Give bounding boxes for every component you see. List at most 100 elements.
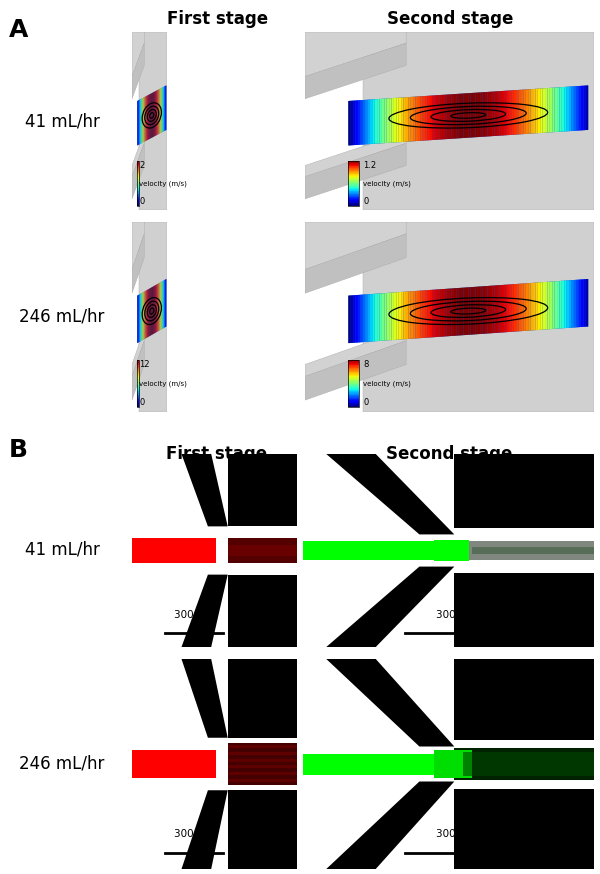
Polygon shape xyxy=(526,283,528,331)
Bar xyxy=(454,542,594,559)
Polygon shape xyxy=(397,98,399,142)
Polygon shape xyxy=(442,94,444,139)
Polygon shape xyxy=(361,295,363,343)
Polygon shape xyxy=(385,293,387,341)
Polygon shape xyxy=(182,454,228,526)
Polygon shape xyxy=(349,101,351,145)
Text: 0: 0 xyxy=(363,197,368,205)
Polygon shape xyxy=(494,91,497,136)
Text: 41 mL/hr: 41 mL/hr xyxy=(25,113,100,130)
Bar xyxy=(228,545,297,556)
Polygon shape xyxy=(463,288,466,335)
Polygon shape xyxy=(397,292,399,340)
Polygon shape xyxy=(492,286,494,333)
Polygon shape xyxy=(487,286,490,334)
Polygon shape xyxy=(542,88,545,133)
Polygon shape xyxy=(373,100,375,144)
Polygon shape xyxy=(182,574,228,647)
Polygon shape xyxy=(487,92,490,136)
Polygon shape xyxy=(578,280,581,327)
Polygon shape xyxy=(578,86,581,130)
Text: First stage: First stage xyxy=(167,10,268,28)
Bar xyxy=(228,779,297,781)
Polygon shape xyxy=(365,100,368,144)
Polygon shape xyxy=(394,292,397,340)
Bar xyxy=(228,753,297,755)
Polygon shape xyxy=(576,86,578,131)
Polygon shape xyxy=(385,99,387,143)
Text: 41 mL/hr: 41 mL/hr xyxy=(25,541,100,559)
Polygon shape xyxy=(387,293,389,341)
Polygon shape xyxy=(559,87,562,132)
Polygon shape xyxy=(509,90,511,135)
Bar xyxy=(132,750,216,778)
Polygon shape xyxy=(571,280,574,328)
Polygon shape xyxy=(550,87,552,132)
Polygon shape xyxy=(516,284,518,331)
Bar xyxy=(228,772,297,775)
Polygon shape xyxy=(473,93,475,137)
Polygon shape xyxy=(358,295,361,343)
Polygon shape xyxy=(377,99,380,143)
Polygon shape xyxy=(423,96,425,141)
Polygon shape xyxy=(542,282,545,329)
Bar xyxy=(434,750,472,778)
Text: 8: 8 xyxy=(363,360,368,369)
Polygon shape xyxy=(562,87,564,132)
Polygon shape xyxy=(535,88,538,134)
Polygon shape xyxy=(363,222,594,412)
Polygon shape xyxy=(557,87,559,132)
Bar xyxy=(132,538,216,564)
Polygon shape xyxy=(392,98,394,142)
Polygon shape xyxy=(533,282,535,330)
Polygon shape xyxy=(444,288,446,336)
Polygon shape xyxy=(446,288,449,336)
Polygon shape xyxy=(502,285,504,332)
Polygon shape xyxy=(470,287,473,335)
Text: 0: 0 xyxy=(139,197,144,205)
Polygon shape xyxy=(358,101,361,145)
Polygon shape xyxy=(423,290,425,338)
Polygon shape xyxy=(425,290,428,338)
Polygon shape xyxy=(373,294,375,342)
Bar xyxy=(454,573,594,647)
Polygon shape xyxy=(454,288,456,336)
Polygon shape xyxy=(132,132,144,177)
Polygon shape xyxy=(305,234,406,294)
Polygon shape xyxy=(137,279,166,343)
Polygon shape xyxy=(406,291,409,339)
Polygon shape xyxy=(411,291,413,339)
Text: velocity (m/s): velocity (m/s) xyxy=(139,380,187,387)
Polygon shape xyxy=(303,454,454,534)
Polygon shape xyxy=(363,295,365,342)
Polygon shape xyxy=(375,294,377,341)
Polygon shape xyxy=(421,96,423,141)
Bar xyxy=(228,743,297,785)
Text: 300 μm: 300 μm xyxy=(436,829,476,839)
Polygon shape xyxy=(566,87,569,131)
Polygon shape xyxy=(375,99,377,143)
Polygon shape xyxy=(303,566,454,647)
Polygon shape xyxy=(530,283,533,330)
Polygon shape xyxy=(523,89,526,134)
Bar xyxy=(228,759,297,761)
Polygon shape xyxy=(564,281,566,328)
Polygon shape xyxy=(437,95,440,140)
Polygon shape xyxy=(497,285,499,333)
Polygon shape xyxy=(461,94,463,138)
Polygon shape xyxy=(547,88,550,133)
Bar xyxy=(137,360,139,407)
Polygon shape xyxy=(545,281,547,329)
Polygon shape xyxy=(454,94,456,139)
Polygon shape xyxy=(430,95,433,140)
Text: 300 μm: 300 μm xyxy=(174,610,214,620)
Polygon shape xyxy=(349,295,351,343)
Polygon shape xyxy=(494,285,497,333)
Polygon shape xyxy=(482,92,485,136)
Polygon shape xyxy=(456,288,458,336)
Polygon shape xyxy=(504,285,506,332)
Text: velocity (m/s): velocity (m/s) xyxy=(139,180,187,186)
Polygon shape xyxy=(382,99,385,143)
Polygon shape xyxy=(137,86,166,145)
Polygon shape xyxy=(526,89,528,134)
